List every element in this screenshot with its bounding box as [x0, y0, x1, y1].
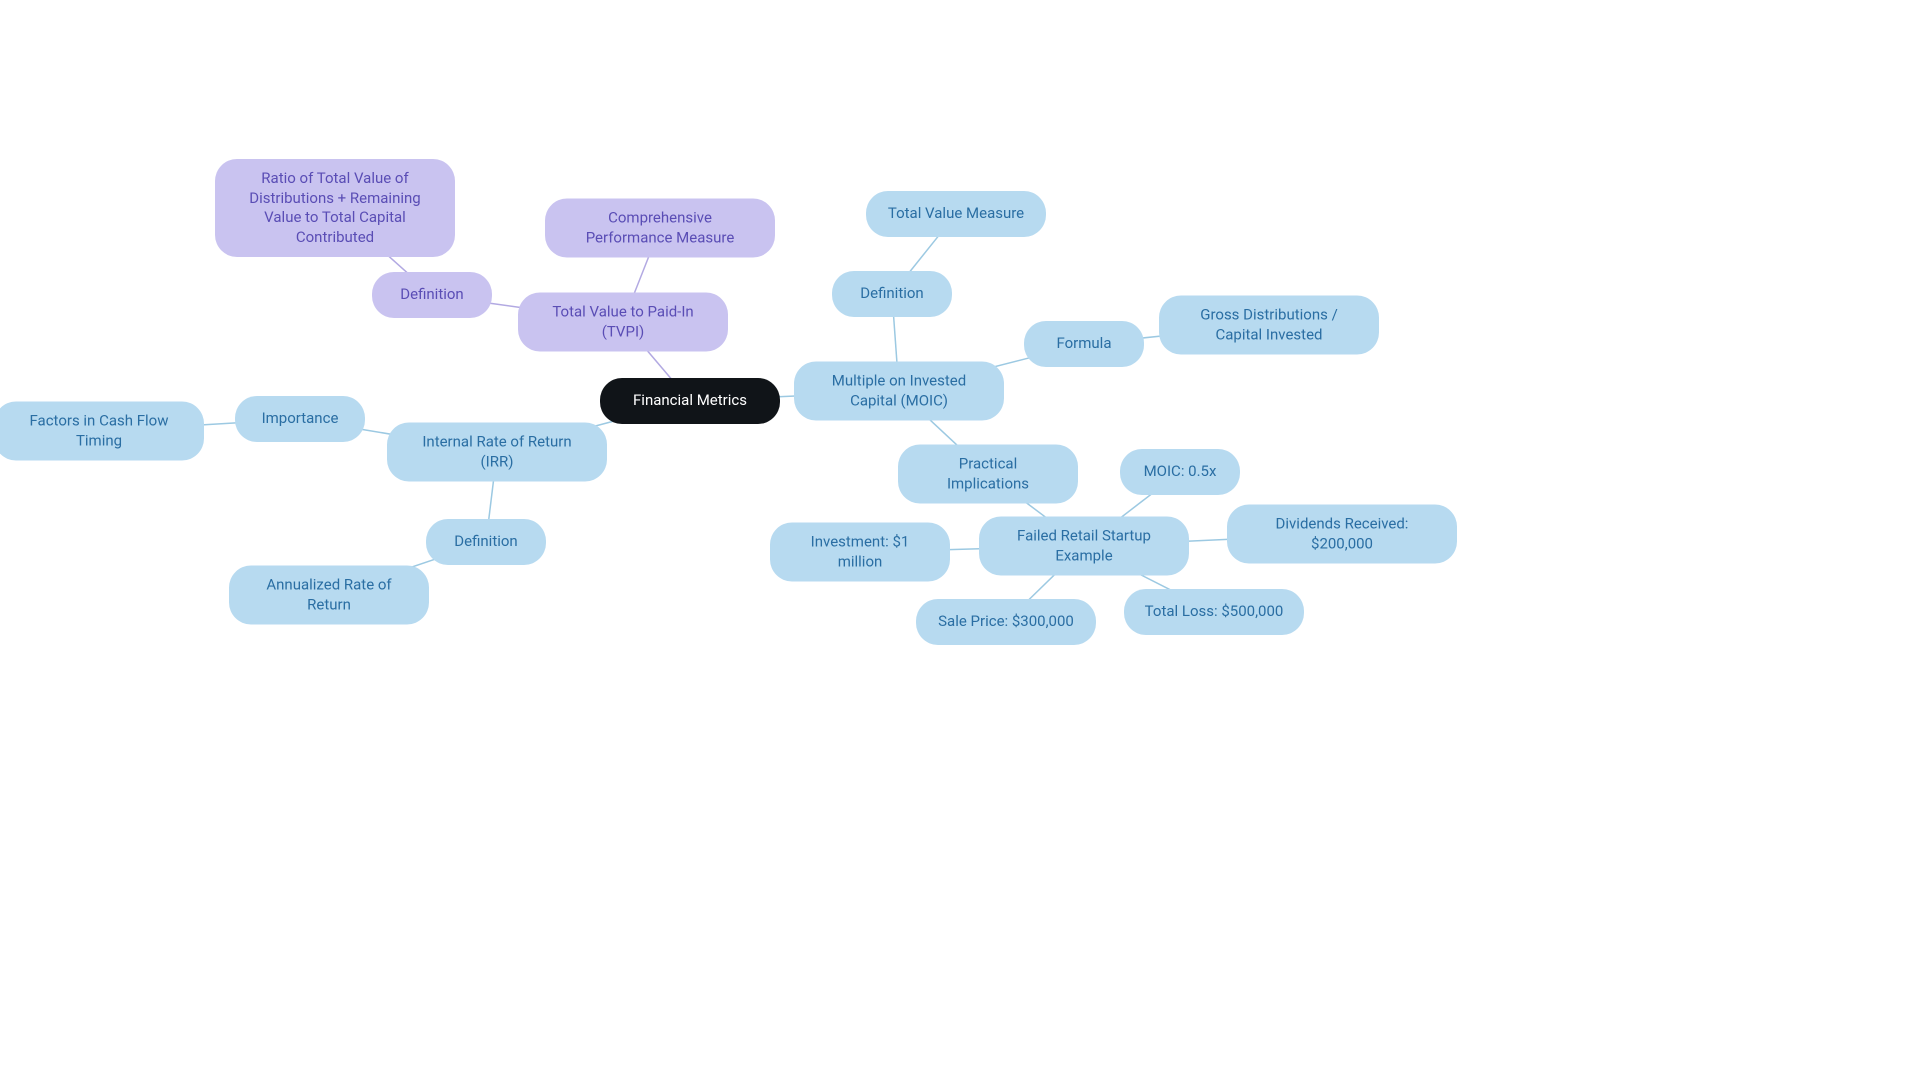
node-tvpi_def: Definition — [372, 272, 492, 318]
node-tvpi_comp: Comprehensive Performance Measure — [545, 199, 775, 258]
node-label: Factors in Cash Flow Timing — [14, 412, 184, 451]
node-moic_formula: Formula — [1024, 321, 1144, 367]
node-ex_loss: Total Loss: $500,000 — [1124, 589, 1304, 635]
node-label: MOIC: 0.5x — [1144, 462, 1217, 482]
node-label: Failed Retail Startup Example — [999, 527, 1169, 566]
node-label: Financial Metrics — [633, 391, 747, 411]
edge — [200, 423, 236, 425]
node-label: Definition — [454, 532, 517, 552]
node-irr_def_detail: Annualized Rate of Return — [229, 566, 429, 625]
node-label: Total Loss: $500,000 — [1145, 602, 1284, 622]
edge — [778, 396, 795, 397]
edge — [894, 317, 897, 362]
node-irr: Internal Rate of Return (IRR) — [387, 423, 607, 482]
node-tvpi_def_detail: Ratio of Total Value of Distributions + … — [215, 159, 455, 257]
node-ex_div: Dividends Received: $200,000 — [1227, 505, 1457, 564]
node-ex_invest: Investment: $1 million — [770, 523, 950, 582]
edge — [489, 475, 494, 519]
node-moic_def: Definition — [832, 271, 952, 317]
node-label: Sale Price: $300,000 — [938, 612, 1074, 632]
node-label: Multiple on Invested Capital (MOIC) — [814, 372, 984, 411]
node-label: Formula — [1056, 334, 1111, 354]
node-label: Ratio of Total Value of Distributions + … — [235, 169, 435, 247]
node-moic: Multiple on Invested Capital (MOIC) — [794, 362, 1004, 421]
edge — [950, 549, 980, 550]
node-irr_def: Definition — [426, 519, 546, 565]
node-moic_def_detail: Total Value Measure — [866, 191, 1046, 237]
node-tvpi: Total Value to Paid-In (TVPI) — [518, 293, 728, 352]
node-label: Annualized Rate of Return — [249, 576, 409, 615]
node-label: Total Value Measure — [888, 204, 1024, 224]
node-label: Internal Rate of Return (IRR) — [407, 433, 587, 472]
node-moic_pract: Practical Implications — [898, 445, 1078, 504]
node-moic_formula_d: Gross Distributions / Capital Invested — [1159, 296, 1379, 355]
edge — [910, 237, 938, 272]
node-example: Failed Retail Startup Example — [979, 517, 1189, 576]
node-ex_sale: Sale Price: $300,000 — [916, 599, 1096, 645]
node-label: Practical Implications — [918, 455, 1058, 494]
node-ex_moic: MOIC: 0.5x — [1120, 449, 1240, 495]
node-irr_imp: Importance — [235, 396, 365, 442]
node-irr_imp_detail: Factors in Cash Flow Timing — [0, 402, 204, 461]
node-root: Financial Metrics — [600, 378, 780, 424]
node-label: Total Value to Paid-In (TVPI) — [538, 303, 708, 342]
node-label: Dividends Received: $200,000 — [1247, 515, 1437, 554]
node-label: Definition — [400, 285, 463, 305]
node-label: Gross Distributions / Capital Invested — [1179, 306, 1359, 345]
node-label: Comprehensive Performance Measure — [565, 209, 755, 248]
node-label: Importance — [262, 409, 339, 429]
edge — [1187, 539, 1230, 541]
mindmap-canvas: Financial Metrics Total Value to Paid-In … — [0, 0, 1920, 1083]
node-label: Definition — [860, 284, 923, 304]
node-label: Investment: $1 million — [790, 533, 930, 572]
